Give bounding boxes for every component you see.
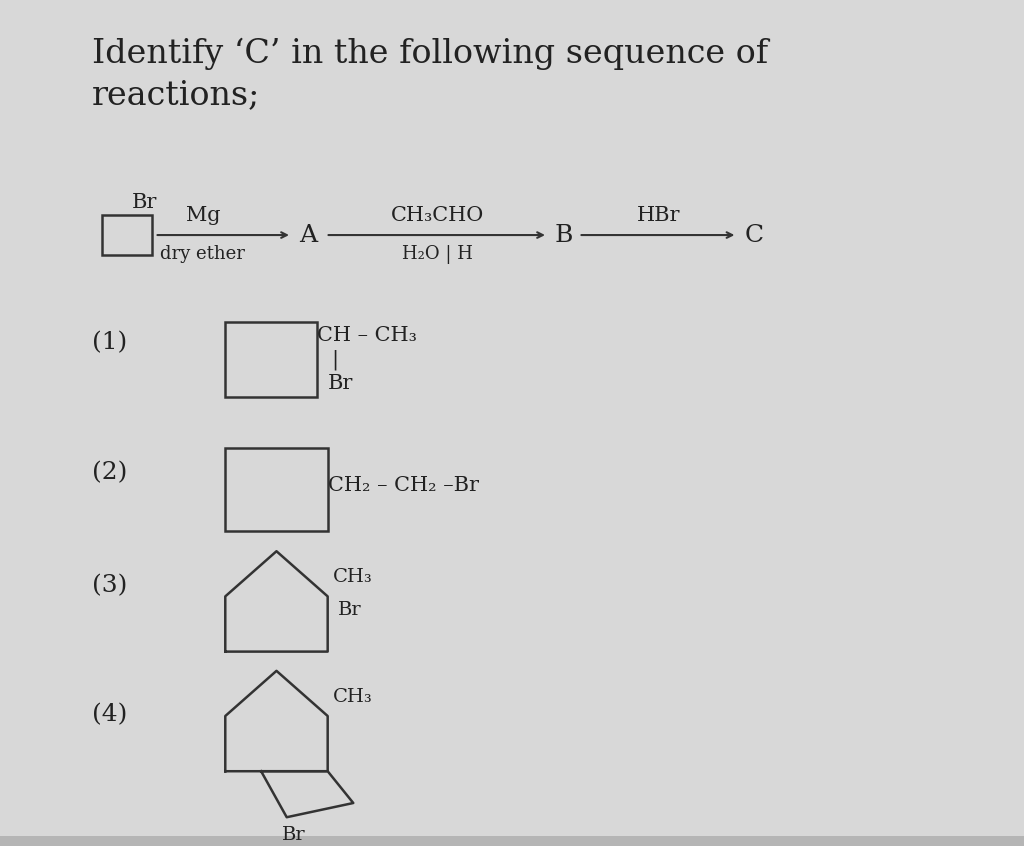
Text: CH₃: CH₃ — [333, 688, 373, 706]
Bar — [225, 322, 317, 398]
Text: |: | — [331, 349, 338, 370]
Text: (2): (2) — [92, 461, 128, 484]
Text: dry ether: dry ether — [161, 245, 245, 263]
Text: (1): (1) — [92, 332, 127, 354]
Text: H₂O | H: H₂O | H — [401, 245, 473, 264]
Text: B: B — [555, 223, 573, 246]
Text: (3): (3) — [92, 574, 128, 597]
Text: Br: Br — [282, 826, 305, 843]
Text: CH₃CHO: CH₃CHO — [390, 206, 484, 225]
Text: Br: Br — [328, 374, 353, 393]
Text: Br: Br — [132, 194, 158, 212]
Bar — [102, 215, 152, 255]
Text: CH₃: CH₃ — [333, 569, 373, 586]
Text: HBr: HBr — [637, 206, 680, 225]
Text: A: A — [299, 223, 317, 246]
Text: Mg: Mg — [185, 206, 220, 225]
Text: C: C — [744, 223, 764, 246]
Bar — [225, 448, 328, 531]
Text: Br: Br — [338, 601, 361, 618]
Text: CH₂ – CH₂ –Br: CH₂ – CH₂ –Br — [328, 475, 478, 495]
Text: reactions;: reactions; — [92, 80, 260, 112]
Text: CH – CH₃: CH – CH₃ — [317, 326, 418, 345]
Text: (4): (4) — [92, 704, 128, 727]
Text: Identify ‘C’ in the following sequence of: Identify ‘C’ in the following sequence o… — [92, 37, 768, 70]
